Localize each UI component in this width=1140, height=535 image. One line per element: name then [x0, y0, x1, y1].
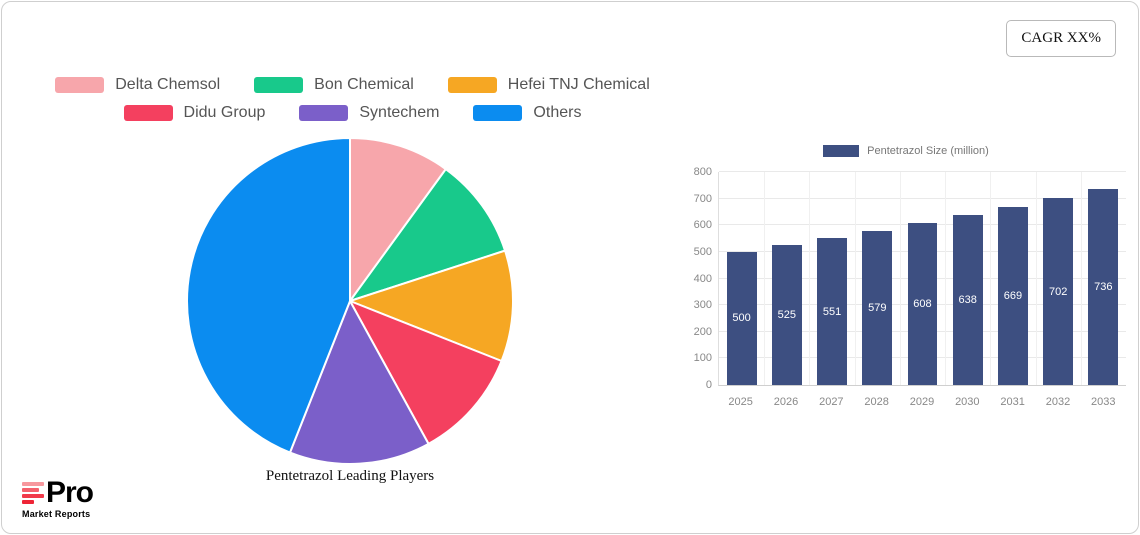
legend-item-delta-chemsol[interactable]: Delta Chemsol	[55, 76, 220, 94]
bar-value-label: 702	[1048, 285, 1068, 298]
vertical-gridline	[809, 172, 811, 385]
bar-value-label: 669	[1003, 289, 1023, 302]
pie-svg	[186, 137, 514, 465]
vertical-gridline	[990, 172, 992, 385]
y-tick-label: 800	[693, 166, 712, 178]
bar-value-label: 500	[732, 312, 751, 325]
y-tick-label: 0	[705, 379, 712, 391]
pie-slice-syntechem	[289, 300, 430, 465]
legend-swatch	[473, 105, 523, 121]
y-tick-label: 400	[693, 272, 712, 285]
bars-container: 500 525 551 579 608 638 669 702 736	[719, 172, 1126, 385]
legend-item-bon-chemical[interactable]: Bon Chemical	[254, 76, 414, 94]
bar-cell-2031: 669	[990, 172, 1035, 385]
vertical-gridline	[1080, 172, 1082, 385]
bar-cell-2025: 500	[719, 172, 764, 385]
cagr-button[interactable]: CAGR XX%	[1006, 20, 1116, 57]
y-tick-label: 200	[693, 325, 712, 338]
y-tick-label: 100	[693, 352, 712, 365]
bar-cell-2029: 608	[900, 172, 945, 385]
bar-value-label: 525	[777, 309, 796, 322]
bar-x-axis-labels: 2025 2026 2027 2028 2029 2030 2031 2032 2033	[718, 396, 1126, 408]
gridline	[719, 171, 1126, 172]
brand-subtitle: Market Reports	[22, 509, 91, 519]
legend-swatch	[254, 77, 304, 93]
pie-slice-didu-group	[349, 300, 503, 445]
bar-plot-area: 0 100 200 300 400 500 600 700 800 500 525 551 579 608…	[694, 166, 1126, 391]
legend-item-hefei-tnj-chemical[interactable]: Hefei TNJ Chemical	[447, 76, 650, 94]
bar-2030: 638	[952, 215, 983, 385]
bar-2033: 736	[1088, 189, 1119, 385]
pie-legend: Delta Chemsol Bon Chemical Hefei TNJ Chemi…	[30, 76, 675, 122]
bar-2031: 669	[998, 206, 1028, 385]
vertical-gridline	[899, 172, 901, 385]
bar-cell-2026: 525	[764, 172, 809, 385]
bar-cell-2027: 551	[809, 172, 854, 385]
x-tick-label: 2025	[728, 396, 753, 408]
vertical-gridline	[945, 172, 947, 385]
bar-legend-item[interactable]: Pentetrazol Size (million)	[680, 144, 1132, 158]
bar-value-label: 638	[958, 294, 977, 307]
vertical-gridline	[764, 172, 766, 385]
legend-swatch	[123, 105, 173, 121]
legend-item-syntechem[interactable]: Syntechem	[299, 104, 439, 122]
x-tick-label: 2028	[864, 396, 889, 408]
brand-logo: Pro Market Reports	[22, 476, 94, 519]
legend-label: Didu Group	[183, 104, 266, 121]
x-tick-label: 2031	[1000, 396, 1025, 408]
legend-label: Bon Chemical	[314, 76, 414, 93]
x-tick-label: 2029	[909, 396, 935, 408]
y-tick-label: 700	[693, 192, 712, 205]
brand-name: Pro	[46, 476, 94, 509]
x-tick-label: 2026	[773, 396, 799, 408]
y-tick-label: 300	[693, 299, 712, 312]
pie-legend-row: Delta Chemsol Bon Chemical Hefei TNJ Chemi…	[30, 76, 675, 94]
pie-slice-others	[186, 137, 351, 454]
legend-label: Syntechem	[359, 104, 440, 121]
stacked-bars-icon	[22, 482, 44, 504]
pie-chart	[183, 134, 517, 468]
bar-cell-2028: 579	[855, 172, 900, 385]
bar-legend-label: Pentetrazol Size (million)	[867, 145, 989, 157]
y-tick-label: 500	[693, 245, 712, 258]
legend-swatch	[55, 77, 105, 93]
bar-2028: 579	[862, 230, 893, 385]
bar-cell-2032: 702	[1036, 172, 1081, 385]
bar-2026: 525	[771, 245, 802, 385]
x-tick-label: 2030	[955, 396, 980, 408]
vertical-gridline	[854, 172, 856, 385]
bar-2027: 551	[817, 238, 847, 385]
pie-slice-bon-chemical	[349, 168, 507, 302]
bar-value-label: 579	[868, 301, 887, 314]
bar-cell-2033: 736	[1081, 172, 1126, 385]
pie-chart-title: Pentetrazol Leading Players	[265, 468, 435, 484]
x-tick-label: 2032	[1045, 396, 1071, 408]
bar-legend-swatch	[823, 145, 860, 157]
legend-swatch	[447, 77, 497, 93]
pie-legend-row: Didu Group Syntechem Others	[30, 104, 675, 122]
legend-item-others[interactable]: Others	[473, 104, 581, 122]
bar-value-label: 551	[822, 305, 842, 318]
pie-slice-delta-chemsol	[349, 137, 447, 302]
bar-chart: Pentetrazol Size (million) 0 100 200 300 400…	[680, 144, 1132, 412]
x-tick-label: 2027	[819, 396, 844, 408]
legend-label: Hefei TNJ Chemical	[507, 76, 650, 93]
legend-label: Others	[533, 104, 582, 121]
bar-2029: 608	[907, 223, 938, 385]
pie-slice-hefei-tnj-chemical	[349, 249, 514, 362]
vertical-gridline	[1035, 172, 1037, 385]
legend-swatch	[299, 105, 349, 121]
legend-item-didu-group[interactable]: Didu Group	[123, 104, 266, 122]
bar-cell-2030: 638	[945, 172, 990, 385]
bar-value-label: 736	[1094, 281, 1113, 294]
bar-value-label: 608	[913, 298, 932, 311]
bar-2025: 500	[726, 251, 757, 385]
legend-label: Delta Chemsol	[115, 76, 221, 93]
bar-2032: 702	[1043, 198, 1074, 385]
gridline	[719, 197, 1126, 199]
y-tick-label: 600	[693, 219, 712, 232]
x-tick-label: 2033	[1091, 396, 1116, 408]
